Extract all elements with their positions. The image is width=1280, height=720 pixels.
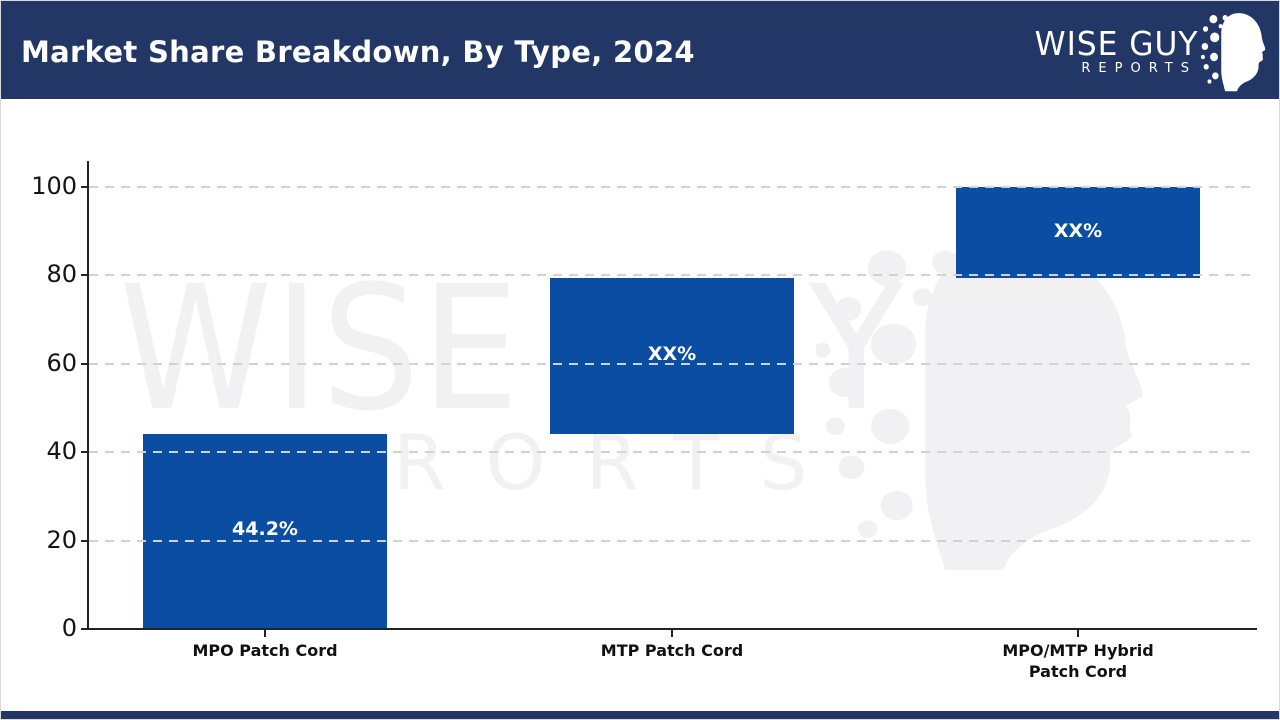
y-tick-60 — [81, 362, 89, 365]
header-band: Market Share Breakdown, By Type, 2024 WI… — [1, 1, 1279, 99]
watermark-reports-text: RORTS — [393, 418, 848, 507]
watermark-face-logo — [816, 242, 1143, 571]
category-label-1: MPO Patch Cord — [192, 641, 338, 660]
logo-face-icon — [1200, 13, 1266, 92]
bar-label-3: XX% — [1053, 219, 1103, 242]
y-tick-label-100: 100 — [31, 172, 77, 200]
bar-label-1: 44.2% — [232, 518, 298, 541]
footer-band — [1, 711, 1279, 719]
logo-wiseguy-text: WISE GUY — [1035, 24, 1199, 63]
y-tick-0 — [81, 628, 89, 630]
bar-1 — [143, 433, 387, 629]
gridline-60 — [89, 362, 1257, 365]
category-label-3: MPO/MTP Hybrid Patch Cord — [1002, 641, 1154, 681]
gridline-100 — [89, 186, 1257, 188]
x-axis-line — [87, 628, 1257, 630]
category-label-2: MTP Patch Cord — [600, 641, 744, 660]
y-tick-label-40: 40 — [46, 437, 77, 466]
y-tick-label-20: 20 — [46, 525, 77, 554]
y-tick-80 — [81, 274, 89, 277]
x-tick-2 — [671, 629, 673, 637]
y-tick-label-80: 80 — [46, 260, 77, 289]
y-tick-label-0: 0 — [61, 614, 77, 642]
bar-3 — [956, 187, 1200, 279]
gridline-40 — [89, 451, 1257, 454]
chart-title: Market Share Breakdown, By Type, 2024 — [21, 35, 695, 69]
gridline-80 — [89, 274, 1257, 277]
x-tick-3 — [1077, 629, 1079, 637]
y-axis-line — [87, 161, 89, 630]
gridline-20 — [89, 539, 1257, 542]
bar-label-2: XX% — [647, 342, 697, 365]
x-tick-1 — [264, 629, 266, 637]
y-tick-100 — [81, 186, 89, 188]
y-tick-label-60: 60 — [46, 348, 77, 377]
y-tick-40 — [81, 451, 89, 454]
logo-reports-text: REPORTS — [1081, 61, 1197, 76]
wise-guy-reports-logo: WISE GUY REPORTS — [973, 1, 1273, 99]
y-tick-20 — [81, 539, 89, 542]
bar-2 — [550, 278, 794, 434]
